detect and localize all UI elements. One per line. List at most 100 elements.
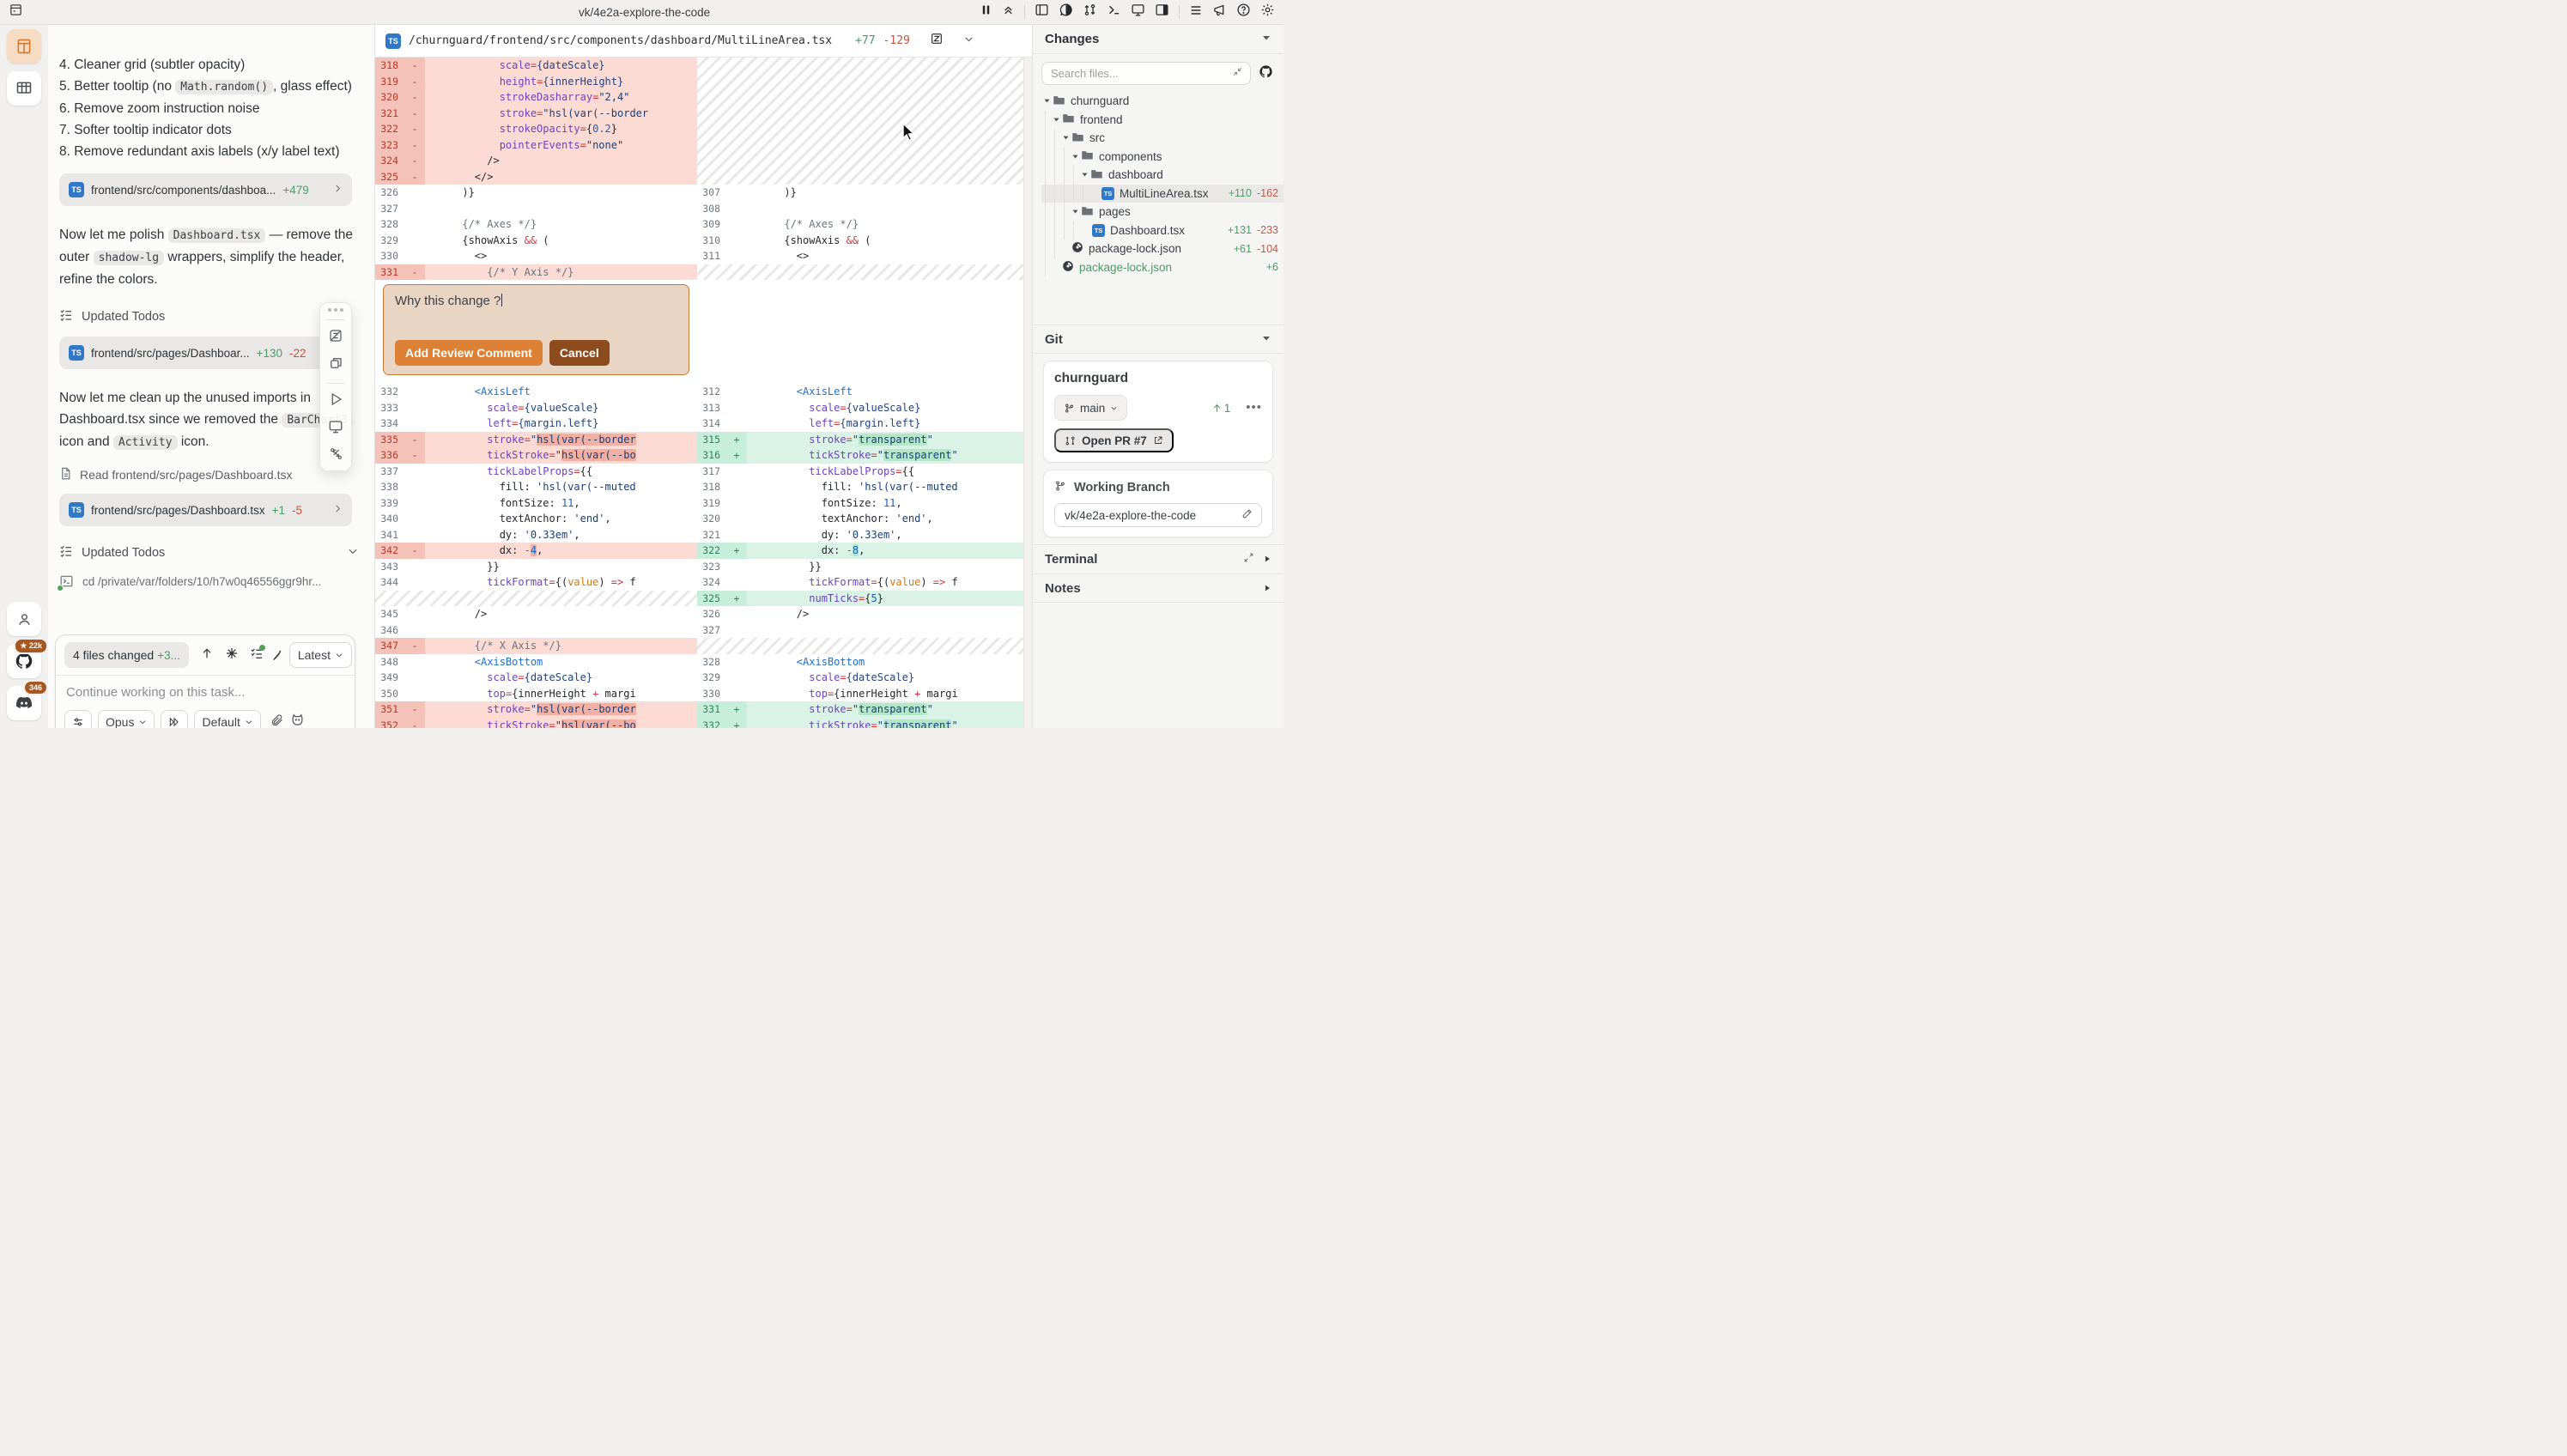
right-panel-icon[interactable] xyxy=(1155,3,1169,21)
tree-folder-components[interactable]: components xyxy=(1041,147,1284,167)
fast-forward-button[interactable] xyxy=(161,710,189,728)
search-files-box[interactable] xyxy=(1041,62,1251,85)
attachment-icon[interactable] xyxy=(270,713,284,729)
rail-item-kanban[interactable] xyxy=(7,71,41,106)
rail-item-github[interactable]: ★ 22k xyxy=(7,638,48,678)
terminal-command-row[interactable]: cd /private/var/folders/10/h7w0q46556ggr… xyxy=(57,574,362,592)
chat-bubble-icon[interactable] xyxy=(1059,3,1073,21)
open-pr-button[interactable]: Open PR #7 xyxy=(1054,428,1174,452)
pencil-icon[interactable] xyxy=(1241,507,1253,524)
rail-item-account[interactable] xyxy=(7,602,41,636)
git-section-header[interactable]: Git xyxy=(1033,325,1284,354)
caret-down-icon[interactable] xyxy=(1051,116,1062,124)
monitor-icon[interactable] xyxy=(328,419,343,439)
review-comment-text[interactable]: Why this change ? xyxy=(395,294,503,308)
diff-line: 322 + dx: -8, xyxy=(697,543,1023,559)
diff-line: 348 <AxisBottom xyxy=(380,655,543,668)
tree-folder-pages[interactable]: pages xyxy=(1041,203,1284,221)
chevron-down-icon[interactable] xyxy=(1261,332,1271,347)
copy-icon[interactable] xyxy=(328,355,343,375)
terminal-icon[interactable] xyxy=(1107,3,1121,21)
diff-file-header: TS /churnguard/frontend/src/components/d… xyxy=(375,25,1032,58)
left-panel-icon[interactable] xyxy=(1035,3,1049,21)
pause-icon[interactable] xyxy=(980,3,992,21)
help-icon[interactable] xyxy=(1236,3,1251,21)
changes-section-header[interactable]: Changes xyxy=(1033,25,1284,54)
mode-dropdown[interactable]: Default xyxy=(194,710,261,728)
rail-item-workspace-active[interactable] xyxy=(7,29,41,64)
expand-triangle-icon[interactable] xyxy=(1263,552,1271,567)
diff-line: 316 + tickStroke="transparent" xyxy=(697,447,1023,464)
diff-line: 349 scale={dateScale} xyxy=(380,671,593,683)
read-file-row[interactable]: Read frontend/src/pages/Dashboard.tsx xyxy=(59,467,362,482)
file-chip-components-dashboard[interactable]: TS frontend/src/components/dashboa... +4… xyxy=(59,173,352,206)
notes-section-header[interactable]: Notes xyxy=(1033,573,1284,603)
collapse-tree-icon[interactable] xyxy=(1232,66,1243,82)
git-sync-icon[interactable] xyxy=(1083,3,1097,21)
terminal-section-header[interactable]: Terminal xyxy=(1033,544,1284,573)
chevron-down-icon[interactable] xyxy=(347,545,359,561)
updated-todos-row[interactable]: Updated Todos xyxy=(59,308,362,325)
megaphone-icon[interactable] xyxy=(1212,3,1227,21)
assistant-list-item: 5. Better tooltip (no Math.random(), gla… xyxy=(59,79,352,94)
files-changed-chip[interactable]: 4 files changed +3... xyxy=(64,642,189,668)
tree-folder-dashboard[interactable]: dashboard xyxy=(1041,166,1284,185)
monitor-icon[interactable] xyxy=(1131,3,1145,21)
file-chip-pages-dashboard[interactable]: TS frontend/src/pages/Dashboar... +130 -… xyxy=(59,337,352,369)
caret-down-icon[interactable] xyxy=(1060,134,1071,142)
latest-dropdown[interactable]: Latest xyxy=(288,642,352,668)
diff-scrollbar[interactable] xyxy=(1023,58,1032,728)
diff-mode-icon[interactable] xyxy=(930,32,944,50)
caret-down-icon[interactable] xyxy=(1041,97,1053,105)
diff-line: 315 + stroke="transparent" xyxy=(697,431,1023,447)
tree-file-multilinearea[interactable]: TS MultiLineArea.tsx +110 -162 xyxy=(1041,184,1284,203)
tree-folder-churnguard[interactable]: churnguard xyxy=(1041,92,1284,111)
todo-list-icon[interactable] xyxy=(250,644,265,664)
working-branch-input[interactable] xyxy=(1063,507,1241,523)
arrow-up-icon[interactable] xyxy=(200,646,214,664)
review-comment-box[interactable]: Why this change ? Add Review Comment Can… xyxy=(383,284,689,375)
message-input[interactable] xyxy=(64,684,346,701)
chevron-right-icon xyxy=(333,182,343,197)
tree-file-dashboard-tsx[interactable]: TS Dashboard.tsx +131 -233 xyxy=(1041,221,1284,240)
typescript-icon: TS xyxy=(69,182,84,197)
caret-down-icon[interactable] xyxy=(1070,208,1081,215)
chevron-down-icon[interactable] xyxy=(963,33,974,49)
collapse-all-icon[interactable] xyxy=(1002,3,1015,21)
settings-sliders-button[interactable] xyxy=(64,710,92,728)
expand-triangle-icon[interactable] xyxy=(1263,581,1271,596)
spark-icon[interactable] xyxy=(225,646,239,664)
mouse-cursor xyxy=(901,122,916,146)
chevron-down-icon[interactable] xyxy=(1261,32,1271,46)
folder-icon xyxy=(1071,131,1084,145)
github-cat-icon[interactable] xyxy=(290,713,305,728)
search-files-input[interactable] xyxy=(1049,66,1232,81)
caret-down-icon[interactable] xyxy=(1079,171,1090,179)
history-panel-icon[interactable] xyxy=(9,3,23,21)
tree-file-package-lock[interactable]: package-lock.json +61 -104 xyxy=(1041,240,1284,258)
working-branch-field[interactable] xyxy=(1054,503,1262,527)
loading-spinner xyxy=(270,648,282,662)
model-dropdown[interactable]: Opus xyxy=(98,710,155,728)
gear-icon[interactable] xyxy=(1260,3,1275,21)
add-review-comment-button[interactable]: Add Review Comment xyxy=(395,340,543,366)
diff-line: 332 + tickStroke="transparent" xyxy=(697,717,1023,728)
tree-file-package-lock-new[interactable]: package-lock.json +6 xyxy=(1041,258,1284,277)
drag-handle-icon[interactable] xyxy=(328,308,343,312)
file-chip-pages-dashboard-2[interactable]: TS frontend/src/pages/Dashboard.tsx +1 -… xyxy=(59,494,352,526)
caret-down-icon[interactable] xyxy=(1070,153,1081,161)
updated-todos-row-2[interactable]: Updated Todos xyxy=(59,544,362,561)
menu-icon[interactable] xyxy=(1189,3,1203,21)
diff-view-icon[interactable] xyxy=(328,328,343,348)
play-icon[interactable] xyxy=(328,391,343,411)
rail-item-discord[interactable]: 346 xyxy=(7,680,48,720)
cancel-button[interactable]: Cancel xyxy=(549,340,610,366)
tree-folder-src[interactable]: src xyxy=(1041,129,1284,148)
commits-ahead[interactable]: 1 xyxy=(1211,402,1230,415)
branch-dropdown[interactable]: main xyxy=(1054,395,1128,421)
github-icon[interactable] xyxy=(1259,64,1273,83)
more-options-icon[interactable]: ••• xyxy=(1246,400,1262,415)
expand-icon[interactable] xyxy=(1243,552,1254,567)
tree-folder-frontend[interactable]: frontend xyxy=(1041,110,1284,130)
git-compare-icon[interactable] xyxy=(329,446,343,465)
